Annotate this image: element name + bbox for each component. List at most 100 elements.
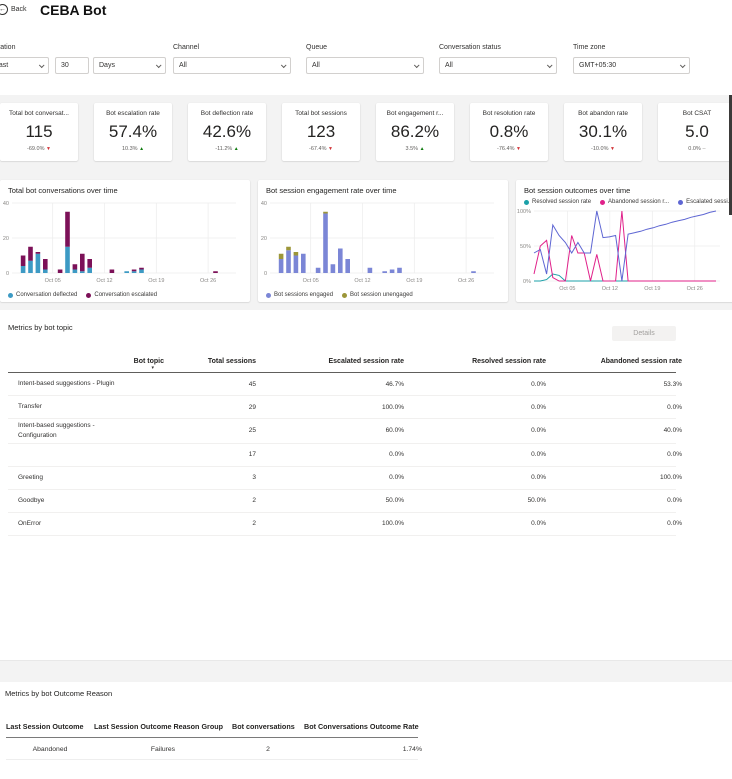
table-row[interactable]: Goodbye 2 50.0% 50.0% 0.0% bbox=[8, 490, 682, 513]
kpi-trend: 0.0% -- bbox=[688, 146, 706, 152]
kpi-trend: 10.3% ▲ bbox=[121, 146, 145, 152]
table-row[interactable]: Abandoned Failures 2 1.74% bbox=[6, 738, 422, 760]
down-trend-icon: ▼ bbox=[516, 146, 521, 152]
legend-label: Escalated sessi... bbox=[686, 199, 732, 205]
legend-item[interactable]: Bot sessions engaged bbox=[266, 292, 333, 298]
column-header[interactable]: Bot conversations bbox=[232, 722, 295, 731]
bot-topic-cell: Intent-based suggestions - Plugin bbox=[18, 380, 115, 388]
line-chart-outcomes[interactable]: 0% 50% 100% Oct 05 Oct 12 Oct 19 Oct 26 bbox=[516, 207, 732, 298]
column-header[interactable]: Total sessions bbox=[207, 358, 256, 365]
metric-cell: 0.0% bbox=[667, 497, 682, 504]
kpi-card[interactable]: Total bot sessions 123 -67.4% ▼ bbox=[282, 103, 360, 161]
legend-label: Resolved session rate bbox=[532, 199, 592, 205]
table-row[interactable]: Transfer 29 100.0% 0.0% 0.0% bbox=[8, 396, 682, 419]
kpi-value: 5.0 bbox=[685, 122, 709, 141]
bar-chart-conversations[interactable]: 0 20 40 Oct 05 Oct 12 Oct 19 Oct 26 bbox=[0, 197, 250, 290]
svg-text:Oct 12: Oct 12 bbox=[354, 278, 370, 284]
filter-bar: Duration Last Days Channel All Q bbox=[0, 44, 732, 129]
channel-label: Channel bbox=[173, 44, 200, 51]
metric-cell: 0.0% bbox=[531, 451, 546, 458]
outcome-cell: Failures bbox=[150, 746, 176, 753]
table-row[interactable]: Intent-based suggestions - Configuration… bbox=[8, 419, 682, 444]
filter-conversation-status: Conversation status All bbox=[439, 44, 557, 74]
duration-unit-dropdown[interactable]: Days bbox=[93, 57, 166, 74]
back-button[interactable]: ← Back bbox=[0, 4, 27, 15]
column-header[interactable]: Abandoned session rate bbox=[600, 358, 682, 365]
details-button[interactable]: Details bbox=[612, 326, 676, 341]
down-trend-icon: ▼ bbox=[46, 146, 51, 152]
kpi-value: 30.1% bbox=[578, 122, 628, 141]
legend-dot-icon bbox=[8, 292, 13, 298]
legend-label: Abandoned session r... bbox=[608, 199, 670, 205]
table-row[interactable]: OnError 2 100.0% 0.0% 0.0% bbox=[8, 513, 682, 536]
duration-count-field[interactable] bbox=[55, 57, 89, 74]
duration-unit-value: Days bbox=[99, 62, 115, 69]
kpi-value: 42.6% bbox=[202, 122, 252, 141]
duration-count-input[interactable] bbox=[61, 62, 83, 69]
top-bar: ← Back CEBA Bot bbox=[0, 0, 732, 30]
metric-cell: 2 bbox=[252, 520, 256, 527]
bot-topic-cell: Intent-based suggestions - Configuration bbox=[18, 422, 95, 439]
duration-dropdown[interactable]: Last bbox=[0, 57, 49, 74]
column-header[interactable]: Escalated session rate bbox=[328, 358, 405, 365]
metric-cell: 0.0% bbox=[531, 380, 546, 388]
column-header[interactable]: Last Session Outcome Reason Group bbox=[94, 722, 224, 731]
table-row[interactable]: 17 0.0% 0.0% 0.0% bbox=[8, 444, 682, 467]
table-row[interactable]: Intent-based suggestions - Plugin 45 46.7%… bbox=[8, 373, 682, 396]
bar-chart-engagement[interactable]: 0 20 40 Oct 05 Oct 12 Oct 19 Oct 26 bbox=[258, 197, 508, 290]
queue-dropdown[interactable]: All bbox=[306, 57, 424, 74]
metric-cell: 0.0% bbox=[389, 474, 404, 481]
column-header[interactable]: Resolved session rate bbox=[472, 358, 546, 365]
queue-value: All bbox=[312, 62, 320, 69]
chevron-down-icon bbox=[546, 61, 553, 68]
legend-label: Bot session unengaged bbox=[350, 292, 413, 298]
legend-item[interactable]: Conversation escalated bbox=[86, 292, 157, 298]
legend-item[interactable]: Bot session unengaged bbox=[342, 292, 413, 298]
kpi-value: 115 bbox=[25, 122, 53, 141]
svg-text:0: 0 bbox=[264, 271, 267, 277]
metric-cell: 50.0% bbox=[527, 497, 546, 504]
kpi-card[interactable]: Bot CSAT 5.0 0.0% -- bbox=[658, 103, 732, 161]
legend-item[interactable]: Conversation deflected bbox=[8, 292, 77, 298]
svg-text:Oct 26: Oct 26 bbox=[200, 278, 216, 284]
metric-cell: 29 bbox=[248, 403, 256, 411]
svg-text:Oct 05: Oct 05 bbox=[45, 278, 61, 284]
time-zone-dropdown[interactable]: GMT+05:30 bbox=[573, 57, 690, 74]
conversation-status-dropdown[interactable]: All bbox=[439, 57, 557, 74]
svg-text:0%: 0% bbox=[523, 279, 531, 285]
metric-cell: 100.0% bbox=[659, 474, 682, 481]
legend-item[interactable]: Abandoned session r... bbox=[600, 199, 669, 205]
kpi-card[interactable]: Bot abandon rate 30.1% -10.0% ▼ bbox=[564, 103, 642, 161]
kpi-trend: -11.2% ▲ bbox=[215, 146, 239, 152]
column-header[interactable]: Bot topic ▾ bbox=[133, 358, 164, 371]
up-trend-icon: ▲ bbox=[139, 146, 145, 152]
vertical-scrollbar[interactable] bbox=[729, 95, 732, 215]
queue-label: Queue bbox=[306, 44, 328, 51]
down-trend-icon: ▼ bbox=[328, 146, 333, 152]
column-header[interactable]: Last Session Outcome bbox=[6, 722, 84, 731]
kpi-card[interactable]: Bot deflection rate 42.6% -11.2% ▲ bbox=[188, 103, 266, 161]
table-row[interactable]: Greeting 3 0.0% 0.0% 100.0% bbox=[8, 467, 682, 490]
up-trend-icon: ▲ bbox=[233, 146, 239, 152]
kpi-card[interactable]: Bot resolution rate 0.8% -76.4% ▼ bbox=[470, 103, 548, 161]
legend-dot-icon bbox=[86, 292, 92, 298]
outcome-section-title: Metrics by bot Outcome Reason bbox=[5, 689, 113, 698]
kpi-card[interactable]: Total bot conversat... 115 -69.0% ▼ bbox=[0, 103, 78, 161]
kpi-label: Bot engagement r... bbox=[386, 110, 444, 117]
outcome-table: Last Session Outcome Last Session Outcome… bbox=[6, 722, 422, 760]
legend-item[interactable]: Escalated sessi... bbox=[678, 199, 732, 205]
filter-time-zone: Time zone GMT+05:30 bbox=[573, 44, 690, 74]
svg-text:Oct 19: Oct 19 bbox=[644, 286, 660, 292]
column-header[interactable]: Bot Conversations Outcome Rate bbox=[304, 722, 419, 731]
topic-table: Bot topic ▾ Total sessions Escalated sessio… bbox=[8, 358, 682, 536]
channel-dropdown[interactable]: All bbox=[173, 57, 291, 74]
kpi-value: 86.2% bbox=[390, 122, 440, 141]
metric-cell: 0.0% bbox=[667, 403, 682, 411]
kpi-card[interactable]: Bot engagement r... 86.2% 3.5% ▲ bbox=[376, 103, 454, 161]
chart-card-conversations: Total bot conversations over time 0 20 40 O… bbox=[0, 180, 250, 302]
legend-label: Bot sessions engaged bbox=[274, 292, 334, 298]
legend-item[interactable]: Resolved session rate bbox=[524, 199, 591, 205]
topic-table-header: Bot topic ▾ Total sessions Escalated sessio… bbox=[8, 358, 682, 373]
kpi-card[interactable]: Bot escalation rate 57.4% 10.3% ▲ bbox=[94, 103, 172, 161]
